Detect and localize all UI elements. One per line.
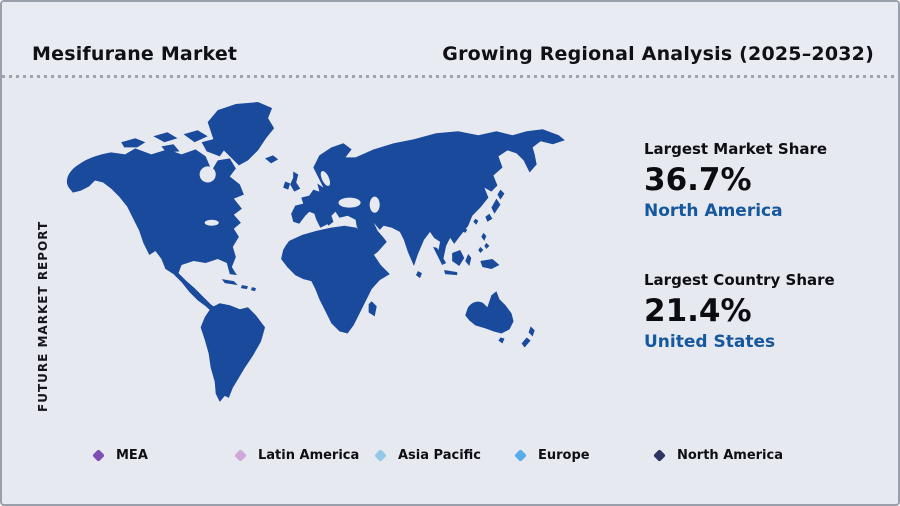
map-new-zealand xyxy=(521,326,535,348)
stat-label: Largest Country Share xyxy=(644,271,835,289)
legend-label: Europe xyxy=(538,448,590,463)
map-black-sea xyxy=(338,197,361,208)
map-indonesia xyxy=(433,246,500,276)
map-iceland xyxy=(265,155,279,164)
map-madagascar xyxy=(368,301,377,317)
legend-label: MEA xyxy=(116,448,148,463)
stat-region: United States xyxy=(644,332,776,352)
map-caribbean xyxy=(221,279,256,292)
header: Mesifurane Market Growing Regional Analy… xyxy=(2,2,898,75)
map-great-lakes xyxy=(204,219,219,226)
legend: MEA Latin America Asia Pacific Europe No… xyxy=(2,448,898,468)
map-baltic-sea xyxy=(320,171,331,186)
dotted-divider xyxy=(2,75,898,78)
map-taiwan-hainan xyxy=(462,218,479,233)
map-japan xyxy=(485,189,505,222)
stat-value: 36.7% xyxy=(644,162,752,198)
map-sri-lanka xyxy=(415,271,422,279)
latin-america-diamond-icon xyxy=(234,449,247,462)
legend-label: Asia Pacific xyxy=(398,448,482,463)
stat-country-share: Largest Country Share 21.4% United State… xyxy=(644,271,892,352)
map-arctic-islands xyxy=(121,130,227,157)
legend-label: North America xyxy=(677,448,783,463)
page-title: Mesifurane Market xyxy=(32,43,238,65)
world-map-svg xyxy=(66,102,565,402)
map-australia xyxy=(465,291,514,344)
legend-item-latin-america: Latin America xyxy=(234,448,360,463)
map-british-isles xyxy=(283,171,301,192)
stat-region: North America xyxy=(644,201,783,221)
map-eurasia xyxy=(291,129,565,267)
legend-item-north-america: North America xyxy=(653,448,783,463)
legend-item-europe: Europe xyxy=(514,448,590,463)
legend-label: Latin America xyxy=(258,448,360,463)
mea-diamond-icon xyxy=(92,449,105,462)
map-caspian-sea xyxy=(369,196,380,213)
map-hudson-bay xyxy=(199,166,216,183)
map-africa xyxy=(281,225,390,334)
page-subtitle: Growing Regional Analysis (2025–2032) xyxy=(442,43,874,65)
stat-label: Largest Market Share xyxy=(644,140,828,158)
stats-panel: Largest Market Share 36.7% North America… xyxy=(644,140,892,402)
world-map xyxy=(60,94,625,426)
north-america-diamond-icon xyxy=(653,449,666,462)
map-south-america xyxy=(200,303,266,402)
europe-diamond-icon xyxy=(514,449,527,462)
map-philippines xyxy=(478,232,490,253)
legend-item-asia-pacific: Asia Pacific xyxy=(374,448,482,463)
map-north-america xyxy=(66,148,244,317)
stat-value: 21.4% xyxy=(644,293,752,329)
stat-market-share: Largest Market Share 36.7% North America xyxy=(644,140,892,221)
asia-pacific-diamond-icon xyxy=(374,449,387,462)
legend-item-mea: MEA xyxy=(92,448,148,463)
map-greenland xyxy=(207,102,275,166)
brand-watermark: FUTURE MARKET REPORT xyxy=(36,220,50,412)
